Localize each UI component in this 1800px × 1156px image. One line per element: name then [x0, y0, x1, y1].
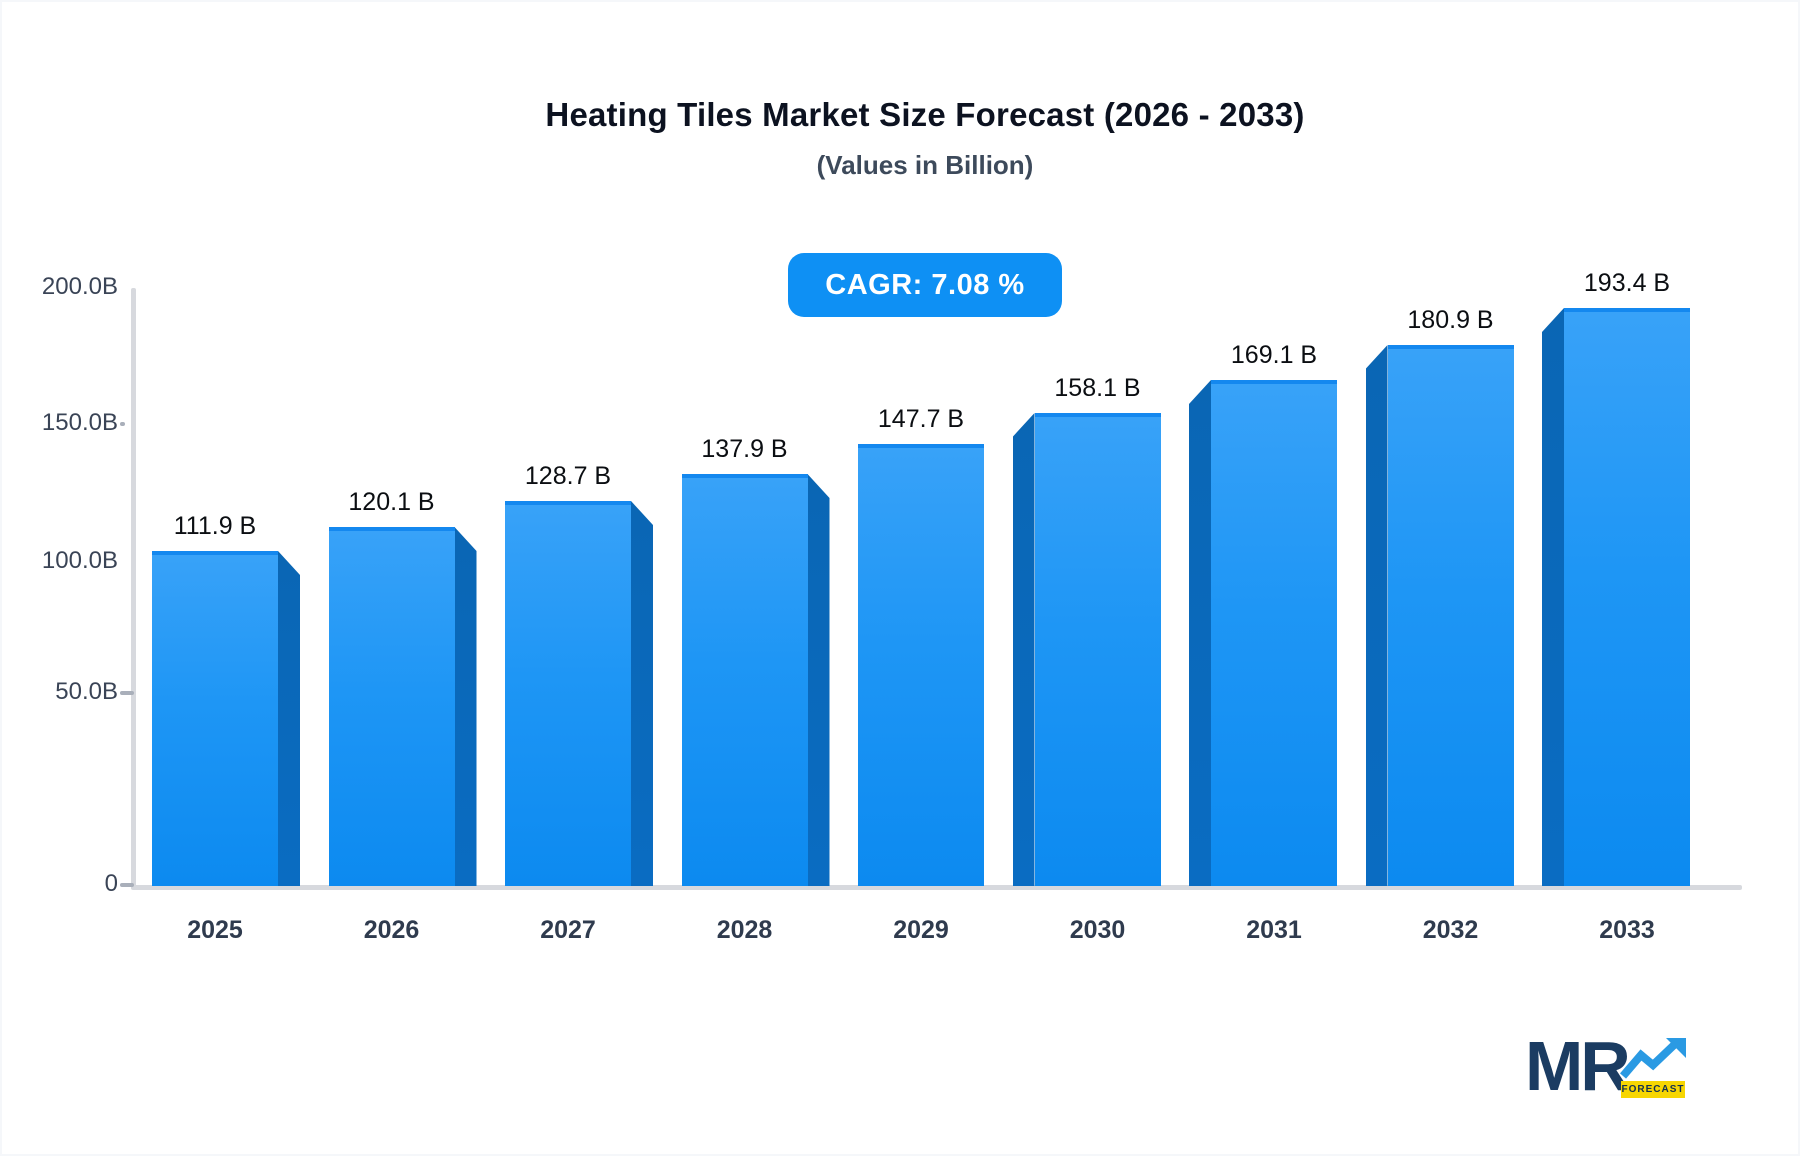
bar-face — [1387, 345, 1514, 886]
y-tick-label-0: 0 — [104, 870, 118, 897]
brand-logo: MR FORECAST — [1525, 1027, 1745, 1108]
trend-arrow-icon — [1620, 1038, 1686, 1079]
x-tick-label-2025: 2025 — [187, 916, 243, 944]
y-tick-dash — [120, 422, 125, 426]
bar-face — [152, 551, 278, 886]
x-tick-label-2029: 2029 — [893, 916, 949, 944]
bar-side-panel — [454, 527, 477, 886]
bar-group-2033: 193.4 B — [1542, 269, 1690, 886]
bar-value-label: 111.9 B — [173, 512, 257, 540]
bar-side-panel — [278, 551, 300, 886]
y-axis-line — [131, 288, 136, 889]
bar-value-label: 193.4 B — [1583, 269, 1671, 297]
chart-subtitle: (Values in Billion) — [816, 150, 1034, 180]
bar-side-panel — [1365, 345, 1388, 886]
bar-face — [328, 527, 455, 886]
bar-face — [681, 474, 808, 886]
bar-value-label: 128.7 B — [524, 462, 612, 490]
bar-face — [505, 501, 631, 886]
logo-forecast-tag: FORECAST — [1621, 1081, 1685, 1098]
bar-value-label: 137.9 B — [701, 435, 788, 463]
bar-side-panel — [807, 474, 830, 886]
y-tick-label-200.0B: 200.0B — [41, 273, 118, 300]
bar-side-panel — [1542, 308, 1564, 886]
bar-side-panel — [631, 501, 653, 886]
bar-face — [858, 444, 984, 886]
bar-group-2025: 111.9 B — [152, 512, 300, 886]
x-tick-label-2032: 2032 — [1422, 916, 1479, 944]
chart-title: Heating Tiles Market Size Forecast (2026… — [545, 96, 1305, 133]
bar-value-label: 158.1 B — [1054, 374, 1141, 402]
bar-group-2028: 137.9 B — [681, 435, 830, 886]
bar-group-2032: 180.9 B — [1365, 306, 1514, 886]
bar-value-label: 180.9 B — [1407, 306, 1494, 334]
x-tick-label-2027: 2027 — [540, 916, 596, 944]
x-tick-label-2026: 2026 — [363, 916, 420, 944]
bar-face — [1034, 413, 1161, 886]
bar-face — [1564, 308, 1690, 886]
x-tick-label-2030: 2030 — [1069, 916, 1126, 944]
y-tick-dash — [120, 691, 134, 695]
y-tick-label-50.0B: 50.0B — [55, 678, 118, 705]
y-tick-label-100.0B: 100.0B — [41, 547, 118, 574]
bar-value-label: 169.1 B — [1230, 341, 1318, 369]
bar-group-2026: 120.1 B — [328, 488, 477, 886]
logo-mr-text: MR — [1525, 1027, 1631, 1105]
y-tick-label-150.0B: 150.0B — [41, 409, 118, 436]
bar-value-label: 147.7 B — [877, 405, 965, 433]
bar-face — [1211, 380, 1337, 886]
x-tick-label-2028: 2028 — [716, 916, 773, 944]
bar-group-2030: 158.1 B — [1012, 374, 1161, 886]
bar-group-2031: 169.1 B — [1189, 341, 1337, 886]
x-tick-label-2031: 2031 — [1246, 916, 1302, 944]
bar-value-label: 120.1 B — [348, 488, 435, 516]
bar-group-2029: 147.7 B — [858, 405, 984, 886]
y-tick-dash — [120, 883, 134, 887]
x-tick-label-2033: 2033 — [1599, 916, 1655, 944]
bar-side-panel — [1012, 413, 1035, 886]
bar-side-panel — [1189, 380, 1211, 886]
cagr-badge: CAGR: 7.08 % — [788, 253, 1062, 317]
bar-group-2027: 128.7 B — [505, 462, 653, 886]
x-axis-line — [131, 885, 1742, 890]
